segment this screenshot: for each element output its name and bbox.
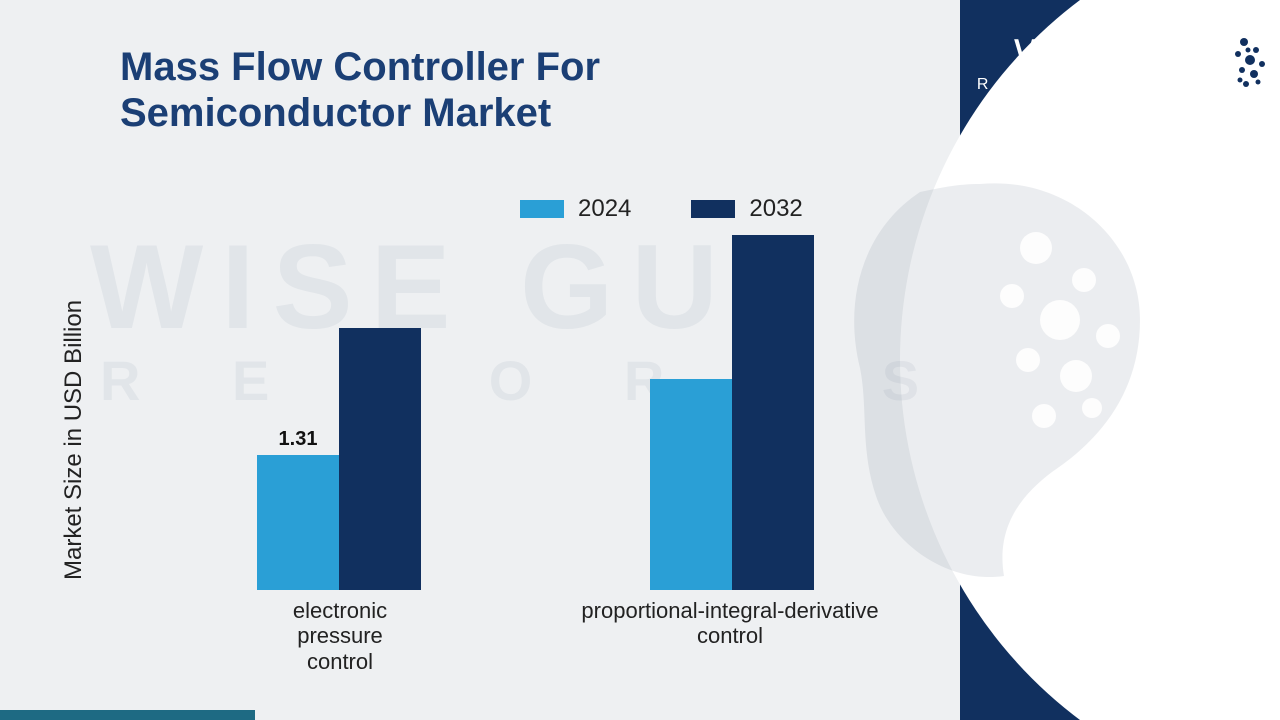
bar — [650, 379, 732, 590]
legend-label-2024: 2024 — [578, 195, 631, 223]
legend-item-2024: 2024 — [520, 195, 631, 223]
legend-item-2032: 2032 — [691, 195, 802, 223]
bar — [732, 235, 814, 590]
bar — [257, 455, 339, 590]
page-root: WISE GUY R E P O R T S Mass Flow Control… — [0, 0, 1280, 720]
legend: 2024 2032 — [520, 195, 803, 223]
bottom-accent-bar — [0, 710, 255, 720]
plot-area: 1.31 — [120, 230, 940, 590]
brand-head-icon — [1190, 20, 1280, 130]
legend-label-2032: 2032 — [749, 195, 802, 223]
y-axis-label: Market Size in USD Billion — [60, 300, 88, 580]
bar-group — [257, 328, 421, 590]
x-axis-category-label: proportional-integral-derivativecontrol — [540, 598, 920, 649]
legend-swatch-2024 — [520, 200, 564, 218]
x-axis-category-label: electronicpressurecontrol — [220, 598, 460, 674]
bar-group — [650, 235, 814, 590]
legend-swatch-2032 — [691, 200, 735, 218]
chart-title: Mass Flow Controller For Semiconductor M… — [120, 44, 760, 136]
bar — [339, 328, 421, 590]
